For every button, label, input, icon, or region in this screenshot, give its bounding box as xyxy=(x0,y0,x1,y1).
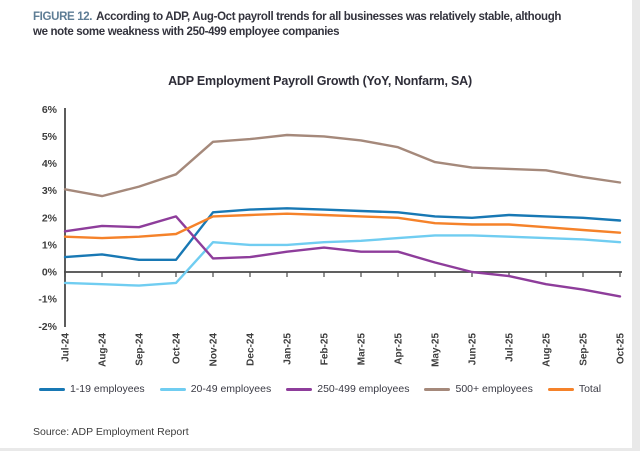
figure-caption-text1: According to ADP, Aug-Oct payroll trends… xyxy=(96,11,562,23)
x-axis-labels: Jul-24 Aug-24 Sep-24 Oct-24 Nov-24 Dec-24 Jan-… xyxy=(61,333,627,367)
y-tick-label: 0% xyxy=(42,267,58,279)
x-tick-label: Jun-25 xyxy=(468,333,479,366)
legend-swatch-1-19 xyxy=(38,387,65,391)
series-line-1-19-employees xyxy=(63,207,622,261)
series-line-500-employees xyxy=(63,133,622,198)
y-tick-label: 4% xyxy=(42,158,58,170)
page-right-edge xyxy=(632,0,640,451)
y-tick-label: 5% xyxy=(42,131,58,143)
series-line-20-49-employees xyxy=(63,234,622,287)
legend-item-250-499: 250-499 employees xyxy=(286,383,409,395)
y-tick-label: 6% xyxy=(42,104,58,116)
axes xyxy=(64,108,622,327)
x-tick-label: Sep-24 xyxy=(135,333,146,366)
legend-item-total: Total xyxy=(547,383,602,395)
series-line-250-499-employees xyxy=(63,215,622,298)
series-line-total xyxy=(63,212,622,240)
legend-swatch-500plus xyxy=(424,387,451,391)
legend-swatch-20-49 xyxy=(159,387,186,391)
y-axis-labels: 6% 5% 4% 3% 2% 1% 0% -1% -2% xyxy=(38,104,57,333)
figure-number-label: FIGURE 12. xyxy=(33,11,93,23)
x-tick-label: Aug-24 xyxy=(98,333,109,367)
legend-item-20-49: 20-49 employees xyxy=(159,383,272,395)
legend-item-1-19: 1-19 employees xyxy=(38,383,145,395)
legend-label-total: Total xyxy=(578,383,602,395)
x-tick-label: Jul-25 xyxy=(505,333,516,362)
x-tick-label: Dec-24 xyxy=(246,333,257,366)
x-tick-label: Oct-25 xyxy=(616,333,627,365)
page-bottom-edge xyxy=(0,448,640,451)
x-tick-label: Jan-25 xyxy=(283,333,294,365)
legend-swatch-250-499 xyxy=(286,387,313,391)
x-tick-label: Sep-25 xyxy=(579,333,590,366)
legend-label-250-499: 250-499 employees xyxy=(317,383,410,395)
legend-label-500plus: 500+ employees xyxy=(455,383,533,395)
y-tick-label: 1% xyxy=(42,239,58,251)
legend-label-20-49: 20-49 employees xyxy=(190,383,272,395)
x-tick-label: Aug-25 xyxy=(542,333,553,367)
chart-title: ADP Employment Payroll Growth (YoY, Nonf… xyxy=(168,74,472,88)
y-tick-label: 3% xyxy=(42,185,58,197)
x-tick-label: Apr-25 xyxy=(394,333,405,365)
legend-swatch-total xyxy=(547,387,574,391)
x-tick-label: May-25 xyxy=(431,333,442,367)
y-tick-label: -1% xyxy=(38,294,57,306)
x-tick-label: Nov-24 xyxy=(209,333,220,367)
series-lines xyxy=(63,133,622,298)
x-tick-label: Mar-25 xyxy=(357,333,368,366)
source-note: Source: ADP Employment Report xyxy=(33,426,189,438)
y-tick-label: 2% xyxy=(42,212,58,224)
figure-caption-line2: we note some weakness with 250-499 emplo… xyxy=(33,26,340,38)
figure-caption-line1: FIGURE 12. According to ADP, Aug-Oct payr… xyxy=(33,10,561,25)
x-tick-label: Feb-25 xyxy=(320,333,331,366)
x-tick-label: Jul-24 xyxy=(61,333,72,362)
legend-item-500plus: 500+ employees xyxy=(424,383,533,395)
x-tick-label: Oct-24 xyxy=(172,333,183,365)
y-tick-label: -2% xyxy=(38,321,57,333)
figure-caption: FIGURE 12. According to ADP, Aug-Oct payr… xyxy=(33,10,561,40)
legend-label-1-19: 1-19 employees xyxy=(69,383,145,395)
chart-legend: 1-19 employees 20-49 employees 250-499 e… xyxy=(0,380,640,398)
